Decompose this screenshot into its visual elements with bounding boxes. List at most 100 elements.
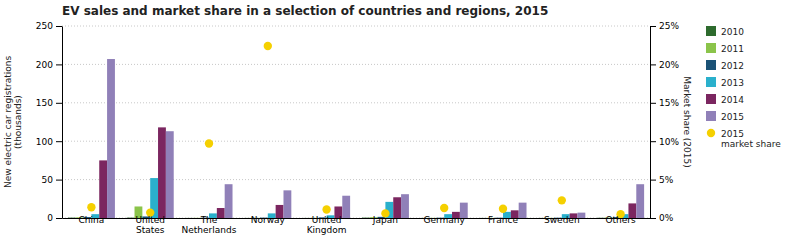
text-line: (thousands)	[13, 95, 23, 149]
tick-label: 150	[36, 98, 53, 108]
tick: 20%	[650, 60, 679, 70]
tick: China	[79, 215, 105, 225]
bar	[99, 160, 107, 218]
tick-label: 250	[36, 21, 53, 31]
marker	[440, 204, 448, 212]
legend-label: 2010	[721, 27, 744, 37]
x-axis: ChinaUnitedStatesTheNetherlandsNorwayUni…	[63, 215, 651, 235]
text-line: Sweden	[544, 215, 580, 225]
bar	[519, 203, 527, 218]
grid-line	[62, 26, 650, 27]
chart-svg: EV sales and market share in a selection…	[0, 0, 800, 248]
marker	[205, 139, 213, 147]
tick-mark	[56, 64, 62, 65]
text-line: 2010	[721, 27, 744, 37]
bar	[185, 217, 193, 218]
tick-label: 10%	[659, 137, 679, 147]
grid-line	[62, 64, 650, 65]
tick-label: France	[488, 215, 518, 225]
legend-swatch	[707, 129, 715, 137]
tick: Japan	[372, 215, 398, 225]
tick-label: TheNetherlands	[182, 215, 237, 235]
bar	[303, 217, 311, 218]
tick: UnitedStates	[135, 215, 165, 235]
tick: 0	[47, 213, 62, 223]
bar	[342, 196, 350, 218]
text-line: States	[136, 225, 165, 235]
tick-mark	[650, 26, 656, 27]
tick-mark	[650, 218, 656, 219]
bar	[597, 217, 605, 218]
bar	[283, 190, 291, 218]
tick: 15%	[650, 98, 679, 108]
tick: UnitedKingdom	[307, 215, 347, 235]
grid	[62, 26, 650, 218]
tick-mark	[56, 26, 62, 27]
tick: 150	[36, 98, 62, 108]
scatter-series	[87, 42, 625, 218]
tick: Others	[605, 215, 636, 225]
bar-series	[107, 59, 644, 218]
text-line: France	[488, 215, 518, 225]
legend-item: 2013	[706, 77, 744, 88]
text-line: Netherlands	[182, 225, 237, 235]
text-line: 2015	[721, 112, 744, 122]
text-line: 2013	[721, 78, 744, 88]
legend-swatch	[706, 94, 716, 104]
tick-label: 20%	[659, 60, 679, 70]
legend-item: 2014	[706, 94, 744, 105]
text-line: 2011	[721, 44, 744, 54]
axis-line	[650, 27, 651, 219]
bar	[107, 59, 115, 218]
tick: 100	[36, 137, 62, 147]
text-line: Kingdom	[307, 225, 347, 235]
legend-label: 2015	[721, 112, 744, 122]
legend-label: 2012	[721, 61, 744, 71]
tick-label: Sweden	[544, 215, 580, 225]
tick-mark	[650, 180, 656, 181]
text-line: Japan	[372, 215, 398, 225]
tick-label: 5%	[659, 175, 674, 185]
marker	[558, 196, 566, 204]
tick-label: 100	[36, 137, 53, 147]
tick-label: Germany	[424, 215, 466, 225]
tick: 5%	[650, 175, 674, 185]
marker	[264, 42, 272, 50]
tick-label: Japan	[372, 215, 398, 225]
chart-title: EV sales and market share in a selection…	[62, 4, 548, 18]
tick-mark	[56, 180, 62, 181]
grid-line	[62, 141, 650, 142]
bar	[158, 127, 166, 218]
tick-mark	[56, 141, 62, 142]
tick: 25%	[650, 21, 679, 31]
tick-label: Others	[605, 215, 636, 225]
y-axis-label: New electric car registrations(thousands…	[3, 56, 23, 189]
text-line: Norway	[251, 215, 286, 225]
legend-item: 2010	[706, 26, 744, 37]
legend-item: 2015	[706, 111, 744, 122]
tick-label: 0%	[659, 213, 674, 223]
bar	[401, 194, 409, 218]
tick-label: China	[79, 215, 105, 225]
tick: 10%	[650, 137, 679, 147]
tick-mark	[650, 64, 656, 65]
tick-mark	[56, 218, 62, 219]
text-line: Germany	[424, 215, 466, 225]
tick-label: 25%	[659, 21, 679, 31]
tick-label: 0	[47, 213, 53, 223]
bar	[479, 217, 487, 218]
legend-swatch	[706, 111, 716, 121]
legend-item: 2011	[706, 43, 744, 54]
tick-label: 50	[42, 175, 54, 185]
bar	[636, 184, 644, 218]
tick: Germany	[424, 215, 466, 225]
y-axis: 050100150200250	[36, 21, 63, 223]
legend-label: 2011	[721, 44, 744, 54]
tick-mark	[56, 103, 62, 104]
y2-axis-label: Market share (2015)	[682, 76, 692, 168]
bar	[217, 208, 225, 218]
tick: Sweden	[544, 215, 580, 225]
text-line: United	[312, 215, 342, 225]
tick-mark	[650, 141, 656, 142]
text-line: market share	[721, 139, 781, 149]
